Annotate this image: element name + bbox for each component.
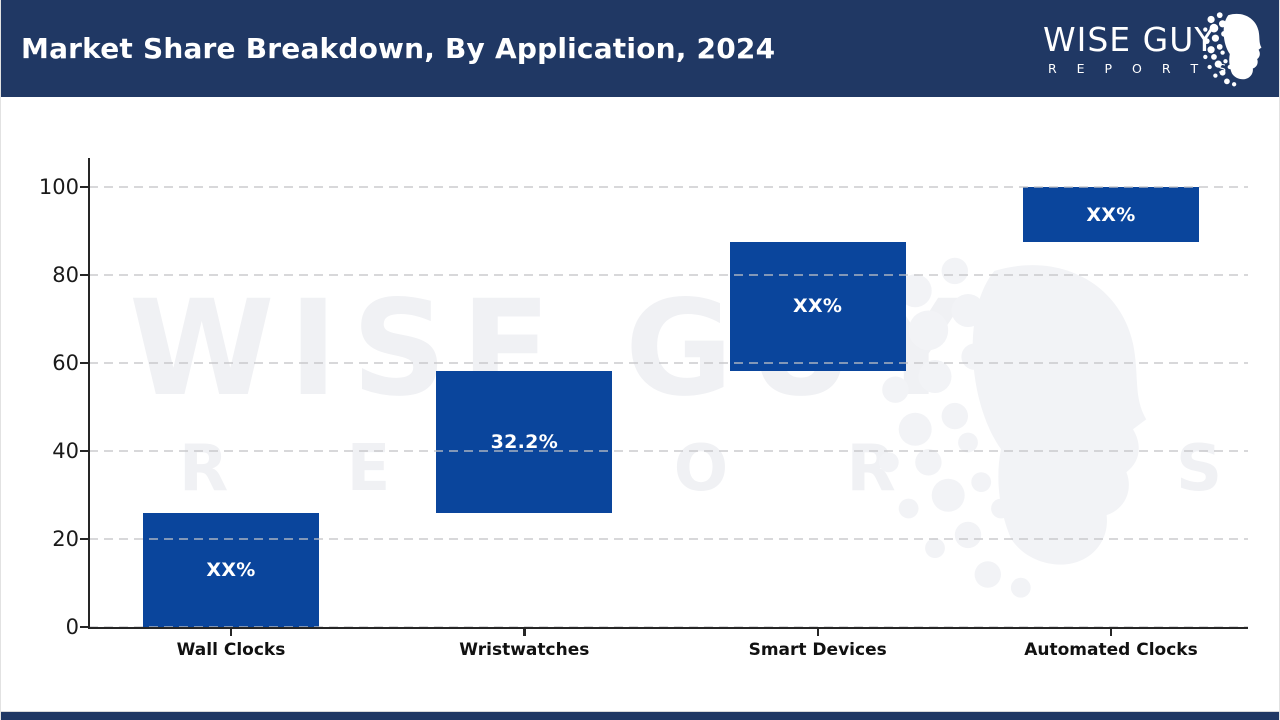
y-tick-mark [80,274,89,277]
wiseguy-face-icon [1203,12,1262,87]
bar-value-label: XX% [793,295,843,318]
x-tick-mark [523,628,526,636]
gridline-60 [89,362,1248,364]
y-tick-label: 40 [52,439,79,463]
x-tick-mark [816,628,819,636]
y-tick-mark [80,362,89,365]
category-label: Wall Clocks [176,640,286,660]
y-tick-label: 80 [52,263,79,287]
wiseguy-logo: WISE GUY R E P O R T S [1017,4,1273,94]
category-label: Automated Clocks [1024,640,1198,660]
y-tick-label: 100 [38,175,79,199]
y-tick-mark [80,538,89,541]
x-tick-mark [230,628,233,636]
y-tick-mark [80,186,89,189]
y-tick-mark [80,626,89,629]
logo-wordmark: WISE GUY [1043,20,1216,59]
y-tick-mark [80,450,89,453]
gridline-20 [89,538,1248,540]
page-title: Market Share Breakdown, By Application, … [21,32,776,65]
y-tick-label: 20 [52,527,79,551]
category-label: Wristwatches [459,640,590,660]
x-tick-mark [1109,628,1113,636]
bar-wall-clocks: XX% [143,512,319,627]
x-axis-spine [88,626,1248,629]
bar-smart-devices: XX% [729,242,906,371]
logo-subtitle: R E P O R T S [1048,61,1235,76]
bar-value-label: XX% [206,558,256,581]
y-tick-label: 0 [65,615,79,639]
bar-wristwatches: 32.2% [436,370,613,513]
gridline-100 [89,186,1248,188]
bar-value-label: XX% [1086,203,1136,226]
header-bar: Market Share Breakdown, By Application, … [1,0,1279,97]
y-tick-label: 60 [52,351,79,375]
bar-value-label: 32.2% [490,430,559,453]
gridline-80 [89,274,1248,276]
y-axis-spine [88,158,91,628]
gridline-40 [89,450,1248,452]
category-label: Smart Devices [748,640,887,660]
bar-automated-clocks: XX% [1022,187,1199,242]
footer-bar [1,711,1279,720]
